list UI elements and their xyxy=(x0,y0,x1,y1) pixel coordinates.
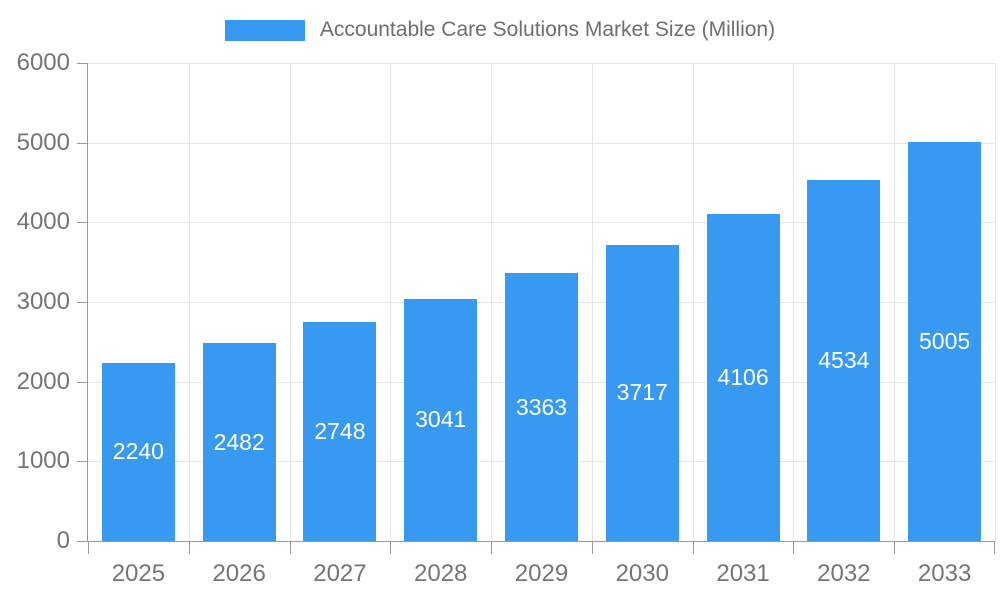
gridline-vertical xyxy=(491,63,493,541)
plot-area: 0 1000 2000 3000 4000 5000 6000 2240 2025 2482 202… xyxy=(17,49,996,587)
x-axis-tick xyxy=(390,541,392,554)
y-axis-tick xyxy=(77,142,87,144)
y-tick-label: 4000 xyxy=(16,208,70,236)
gridline-vertical xyxy=(289,63,291,541)
y-axis-tick xyxy=(77,541,87,542)
bar-value-label: 4534 xyxy=(818,346,870,373)
x-tick-label: 2028 xyxy=(414,560,468,587)
y-axis-tick xyxy=(77,222,87,224)
bar-value-label: 2240 xyxy=(112,438,164,465)
gridline-vertical xyxy=(188,63,190,541)
x-axis-tick xyxy=(188,541,190,554)
gridline-vertical xyxy=(995,63,996,541)
bar-value-label: 3041 xyxy=(415,406,467,433)
x-tick-label: 2029 xyxy=(514,560,569,587)
gridline-vertical xyxy=(793,63,795,541)
bar-2029: 3363 xyxy=(505,273,578,541)
gridline-horizontal xyxy=(88,63,995,64)
gridline-vertical xyxy=(894,63,896,541)
bar-value-label: 2748 xyxy=(314,418,366,445)
bar-value-label: 2482 xyxy=(213,428,265,455)
x-tick-label: 2025 xyxy=(111,560,166,587)
x-axis-tick xyxy=(793,541,795,554)
legend-item[interactable]: Accountable Care Solutions Market Size (… xyxy=(224,18,776,42)
x-axis-tick xyxy=(994,541,995,554)
bar-2030: 3717 xyxy=(605,244,679,541)
x-axis-tick xyxy=(692,541,694,554)
y-axis-tick xyxy=(77,381,87,383)
gridline-horizontal xyxy=(88,142,995,144)
y-axis-tick xyxy=(77,461,87,463)
bar-2026: 2482 xyxy=(202,343,276,541)
gridline-vertical xyxy=(390,63,392,541)
x-tick-label: 2031 xyxy=(716,560,770,587)
y-tick-label: 3000 xyxy=(16,288,70,315)
gridline-vertical xyxy=(591,63,593,541)
bar-2027: 2748 xyxy=(303,322,377,541)
bar-2033: 5005 xyxy=(908,142,982,541)
bar-value-label: 3717 xyxy=(616,379,668,406)
bar-value-label: 4106 xyxy=(717,363,769,390)
bar-2025: 2240 xyxy=(101,362,175,541)
y-tick-label: 6000 xyxy=(16,49,70,76)
bar-2031: 4106 xyxy=(706,213,780,541)
x-tick-label: 2030 xyxy=(615,560,669,587)
x-axis-tick xyxy=(88,541,89,554)
y-tick-label: 1000 xyxy=(16,447,70,475)
y-axis-tick xyxy=(77,302,87,303)
x-axis-tick xyxy=(491,541,493,554)
legend-swatch xyxy=(224,19,305,41)
legend-label: Accountable Care Solutions Market Size (… xyxy=(319,18,776,41)
y-tick-label: 0 xyxy=(56,527,70,554)
x-tick-label: 2026 xyxy=(212,560,266,587)
y-tick-label: 5000 xyxy=(16,128,70,156)
x-axis-tick xyxy=(591,541,593,554)
bar-2032: 4534 xyxy=(807,179,881,541)
x-axis-tick xyxy=(894,541,896,554)
gridline-vertical xyxy=(692,63,694,541)
bar-value-label: 3363 xyxy=(515,393,568,420)
y-axis-tick xyxy=(77,63,87,64)
x-axis-tick xyxy=(289,541,291,554)
bar-2028: 3041 xyxy=(404,298,478,541)
y-tick-label: 2000 xyxy=(16,367,70,395)
bar-value-label: 5005 xyxy=(919,328,971,355)
x-tick-label: 2033 xyxy=(917,560,972,587)
x-tick-label: 2027 xyxy=(313,560,367,587)
legend: Accountable Care Solutions Market Size (… xyxy=(0,14,1000,46)
x-tick-label: 2032 xyxy=(817,560,871,587)
gridline-horizontal xyxy=(88,222,995,224)
